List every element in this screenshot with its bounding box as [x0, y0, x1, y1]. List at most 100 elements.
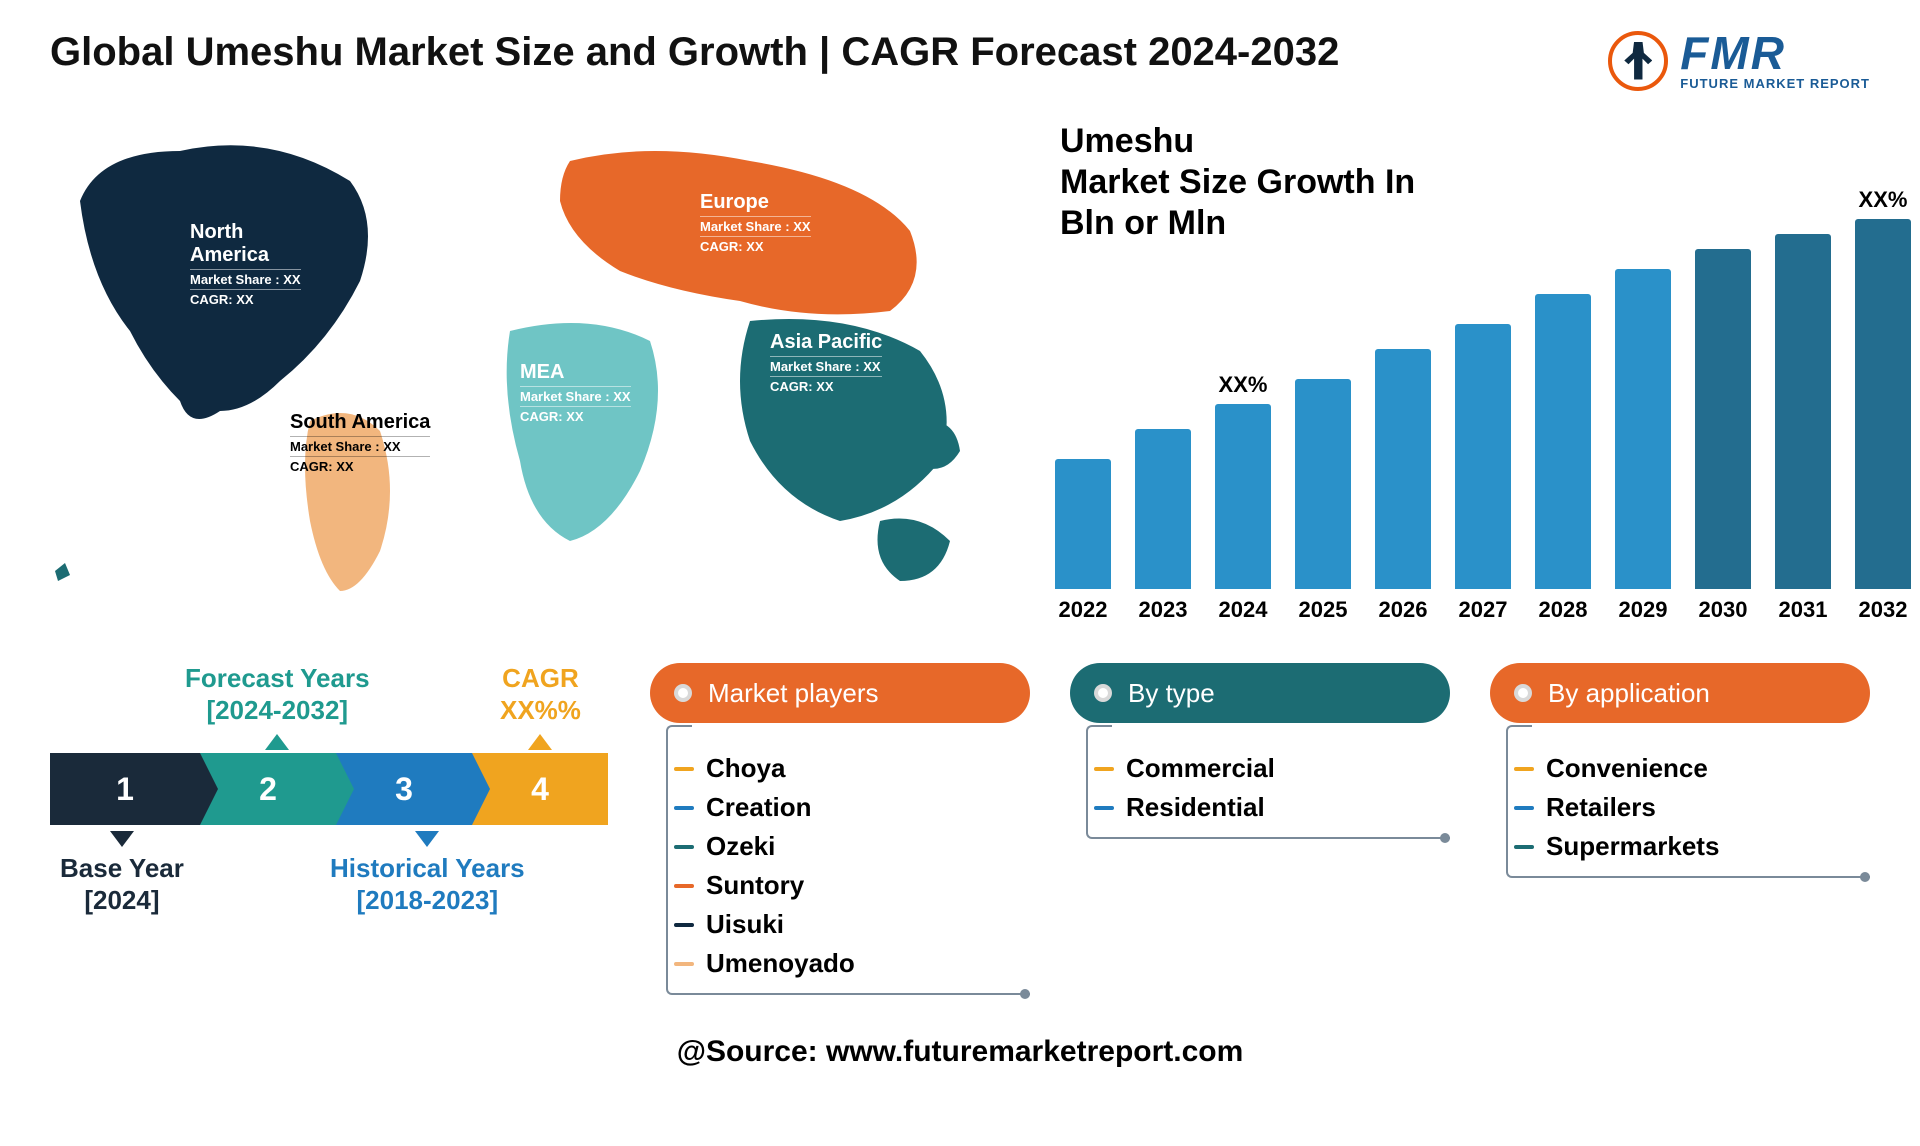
bar-rect — [1135, 429, 1191, 589]
region-mea — [507, 323, 658, 541]
bar-rect — [1295, 379, 1351, 589]
type-list: Commercial Residential — [1086, 733, 1450, 839]
source-line: @Source: www.futuremarketreport.com — [50, 1035, 1870, 1069]
bar-year-label: 2029 — [1619, 597, 1668, 623]
by-application-col: By application Convenience Retailers Super… — [1490, 663, 1870, 878]
bar-year-label: 2030 — [1699, 597, 1748, 623]
timeline-seg-1: 1 — [50, 753, 200, 825]
bar-rect — [1375, 349, 1431, 589]
timeline-seg-3: 3 — [336, 753, 472, 825]
list-item: Umenoyado — [674, 944, 1030, 983]
bar-rect — [1615, 269, 1671, 589]
list-item: Convenience — [1514, 749, 1870, 788]
cagr-label: CAGR XX%% — [500, 663, 581, 749]
tick-icon — [1514, 845, 1534, 849]
by-type-col: By type Commercial Residential — [1070, 663, 1450, 839]
bar-pct-2032: XX% — [1859, 187, 1908, 213]
bullet-icon — [1514, 684, 1532, 702]
list-item: Uisuki — [674, 905, 1030, 944]
bar-2032: XX% 2032 — [1850, 187, 1916, 623]
bar-2023: 2023 — [1130, 429, 1196, 623]
bar-2024: XX% 2024 — [1210, 372, 1276, 623]
bullet-icon — [1094, 684, 1112, 702]
label-mea: MEA Market Share : XX CAGR: XX — [520, 361, 631, 424]
tick-icon — [1514, 767, 1534, 771]
bar-year-label: 2022 — [1059, 597, 1108, 623]
tick-icon — [674, 845, 694, 849]
list-item: Choya — [674, 749, 1030, 788]
bar-year-label: 2028 — [1539, 597, 1588, 623]
item-label: Retailers — [1546, 792, 1656, 823]
page-title: Global Umeshu Market Size and Growth | C… — [50, 30, 1339, 75]
logo-sub-text: FUTURE MARKET REPORT — [1680, 76, 1870, 91]
bar-2028: 2028 — [1530, 294, 1596, 623]
list-item: Creation — [674, 788, 1030, 827]
bar-rect — [1535, 294, 1591, 589]
bullet-icon — [674, 684, 692, 702]
timeline-block: Forecast Years [2024-2032] CAGR XX%% 123… — [50, 663, 610, 935]
bar-rect — [1215, 404, 1271, 589]
chart-title: Umeshu Market Size Growth In Bln or Mln — [1060, 121, 1916, 243]
bar-2030: 2030 — [1690, 249, 1756, 623]
market-players-col: Market players Choya Creation Ozeki Suntory… — [650, 663, 1030, 995]
list-item: Suntory — [674, 866, 1030, 905]
type-header: By type — [1070, 663, 1450, 723]
label-europe: Europe Market Share : XX CAGR: XX — [700, 191, 811, 254]
item-label: Residential — [1126, 792, 1265, 823]
application-header: By application — [1490, 663, 1870, 723]
item-label: Umenoyado — [706, 948, 855, 979]
bar-year-label: 2031 — [1779, 597, 1828, 623]
tick-icon — [1094, 806, 1114, 810]
bar-year-label: 2025 — [1299, 597, 1348, 623]
item-label: Uisuki — [706, 909, 784, 940]
bar-rect — [1455, 324, 1511, 589]
bar-2027: 2027 — [1450, 324, 1516, 623]
bar-2025: 2025 — [1290, 379, 1356, 623]
item-label: Creation — [706, 792, 811, 823]
bar-year-label: 2026 — [1379, 597, 1428, 623]
timeline-seg-4: 4 — [472, 753, 608, 825]
bar-rect — [1855, 219, 1911, 589]
logo-icon — [1608, 31, 1668, 91]
timeline-bar: 1234 — [50, 753, 610, 825]
list-item: Ozeki — [674, 827, 1030, 866]
bar-pct-2024: XX% — [1219, 372, 1268, 398]
item-label: Suntory — [706, 870, 804, 901]
historical-label: Historical Years [2018-2023] — [330, 831, 525, 915]
bar-2031: 2031 — [1770, 234, 1836, 623]
bar-rect — [1775, 234, 1831, 589]
list-item: Residential — [1094, 788, 1450, 827]
players-list: Choya Creation Ozeki Suntory Uisuki Umenoyado — [666, 733, 1030, 995]
label-south-america: South America Market Share : XX CAGR: XX — [290, 411, 430, 474]
fmr-logo: FMR FUTURE MARKET REPORT — [1608, 30, 1870, 91]
list-item: Supermarkets — [1514, 827, 1870, 866]
bar-rect — [1055, 459, 1111, 589]
label-asia-pacific: Asia Pacific Market Share : XX CAGR: XX — [770, 331, 882, 394]
players-header: Market players — [650, 663, 1030, 723]
base-year-label: Base Year [2024] — [60, 831, 184, 915]
list-item: Retailers — [1514, 788, 1870, 827]
bar-year-label: 2032 — [1859, 597, 1908, 623]
tick-icon — [1514, 806, 1534, 810]
tick-icon — [1094, 767, 1114, 771]
bar-rect — [1695, 249, 1751, 589]
item-label: Ozeki — [706, 831, 775, 862]
item-label: Supermarkets — [1546, 831, 1719, 862]
item-label: Commercial — [1126, 753, 1275, 784]
item-label: Convenience — [1546, 753, 1708, 784]
bar-year-label: 2024 — [1219, 597, 1268, 623]
logo-main-text: FMR — [1680, 30, 1870, 76]
tick-icon — [674, 962, 694, 966]
bar-2022: 2022 — [1050, 459, 1116, 623]
bar-year-label: 2023 — [1139, 597, 1188, 623]
region-nz — [55, 563, 70, 581]
tick-icon — [674, 767, 694, 771]
list-item: Commercial — [1094, 749, 1450, 788]
timeline-seg-2: 2 — [200, 753, 336, 825]
bar-2029: 2029 — [1610, 269, 1676, 623]
world-map: NorthAmerica Market Share : XX CAGR: XX … — [50, 121, 1000, 601]
item-label: Choya — [706, 753, 785, 784]
bar-chart: Umeshu Market Size Growth In Bln or Mln … — [1040, 121, 1916, 623]
bar-year-label: 2027 — [1459, 597, 1508, 623]
bar-2026: 2026 — [1370, 349, 1436, 623]
